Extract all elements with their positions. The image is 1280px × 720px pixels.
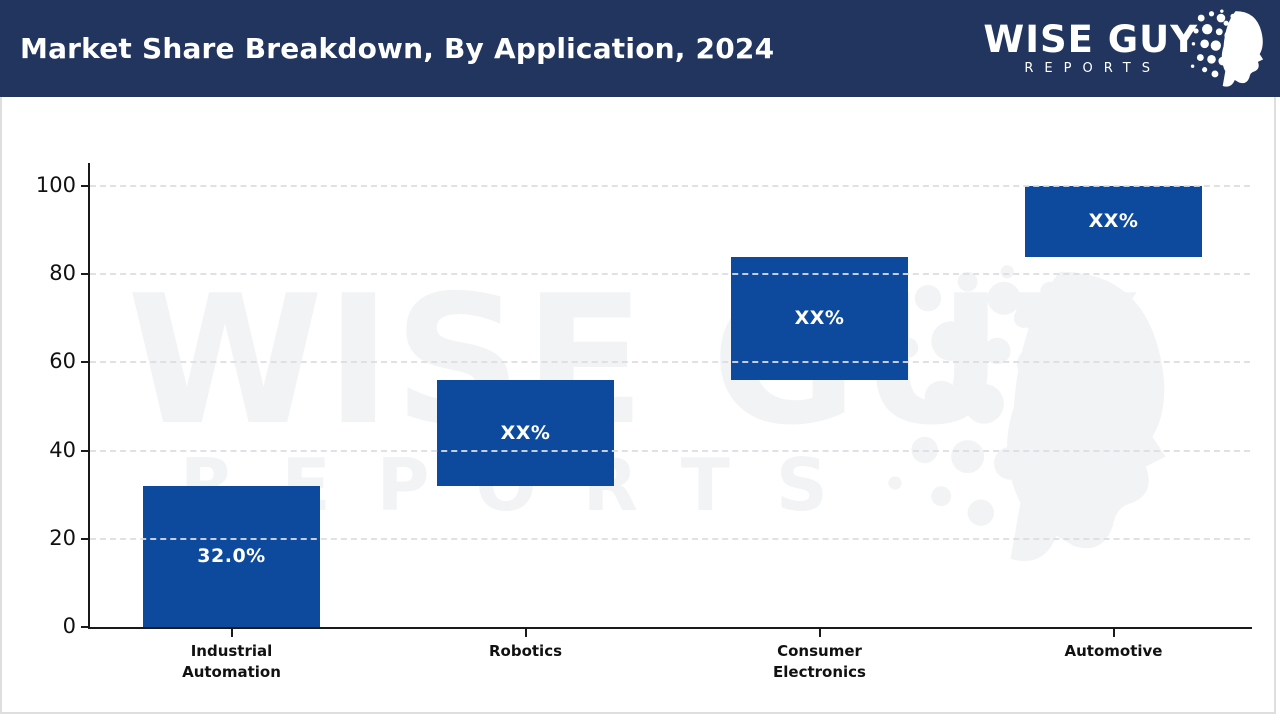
y-axis-label-60: 60 [49, 349, 76, 374]
header-bar: Market Share Breakdown, By Application, … [0, 0, 1280, 97]
gridline-60 [90, 361, 1250, 364]
brand-logo: WISE GUY REPORTS [983, 6, 1280, 92]
x-axis-label-2: Consumer Electronics [773, 642, 866, 681]
bar-value-label: XX% [794, 307, 845, 330]
bar-value-label: XX% [500, 421, 551, 444]
y-axis-label-20: 20 [49, 525, 76, 550]
chart-area: WISE GUY REPORTS 32.0%XX%XX%XX% Industri… [0, 97, 1276, 714]
x-axis-label-0: Industrial Automation [182, 642, 281, 681]
x-tick-2 [818, 629, 821, 637]
watermark-text: WISE GUY [127, 257, 1137, 464]
bar-value-label: 32.0% [197, 545, 266, 568]
bar-0: 32.0% [143, 485, 320, 627]
brand-subname: REPORTS [1024, 61, 1161, 76]
gridline-40 [90, 449, 1250, 452]
x-tick-1 [524, 629, 527, 637]
x-tick-3 [1112, 629, 1115, 637]
y-tick-80 [81, 273, 89, 276]
x-axis-label-3: Automotive [1064, 642, 1163, 660]
y-axis-label-40: 40 [49, 437, 76, 462]
y-axis-label-0: 0 [62, 614, 76, 638]
x-tick-0 [230, 629, 233, 637]
y-axis-label-80: 80 [49, 261, 76, 286]
x-axis-label-1: Robotics [488, 642, 563, 660]
y-axis-label-100: 100 [35, 173, 76, 197]
brand-logo-text: WISE GUY REPORTS [983, 21, 1198, 76]
gridline-20 [90, 537, 1250, 540]
y-tick-60 [81, 361, 89, 364]
bar-value-label: XX% [1088, 210, 1139, 233]
y-tick-40 [81, 449, 89, 452]
y-axis-line [88, 163, 90, 629]
y-tick-100 [81, 185, 89, 187]
page-title: Market Share Breakdown, By Application, … [20, 32, 775, 65]
y-tick-20 [81, 537, 89, 540]
bar-3: XX% [1025, 186, 1202, 257]
bar-2: XX% [731, 256, 908, 381]
wise-guy-head-icon [1190, 8, 1264, 87]
y-tick-0 [81, 626, 89, 628]
gridline-80 [90, 273, 1250, 276]
brand-name: WISE GUY [983, 18, 1198, 61]
gridline-100 [90, 185, 1250, 187]
watermark-head-icon [888, 265, 1166, 562]
bar-1: XX% [437, 380, 614, 486]
x-axis-line [88, 627, 1252, 629]
